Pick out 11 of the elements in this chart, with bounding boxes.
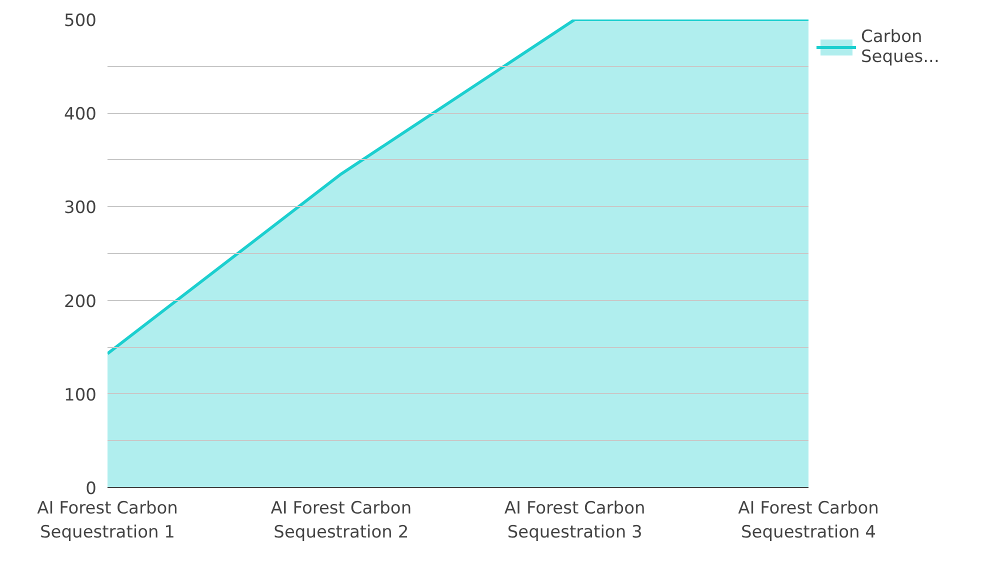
x-tick-label: AI Forest Carbon Sequestration 2	[270, 498, 412, 542]
y-tick-label: 100	[64, 385, 97, 406]
y-tick-label: 400	[64, 104, 97, 125]
legend-label: Carbon Seques...	[861, 27, 940, 67]
x-tick-label: AI Forest Carbon Sequestration 3	[504, 498, 646, 542]
y-tick-label: 500	[64, 11, 97, 31]
y-tick-label: 200	[64, 292, 97, 312]
x-tick-label: AI Forest Carbon Sequestration 4	[738, 498, 879, 542]
y-tick-label: 0	[86, 479, 97, 499]
x-tick-label: AI Forest Carbon Sequestration 1	[37, 498, 178, 542]
y-tick-label: 300	[64, 198, 97, 218]
